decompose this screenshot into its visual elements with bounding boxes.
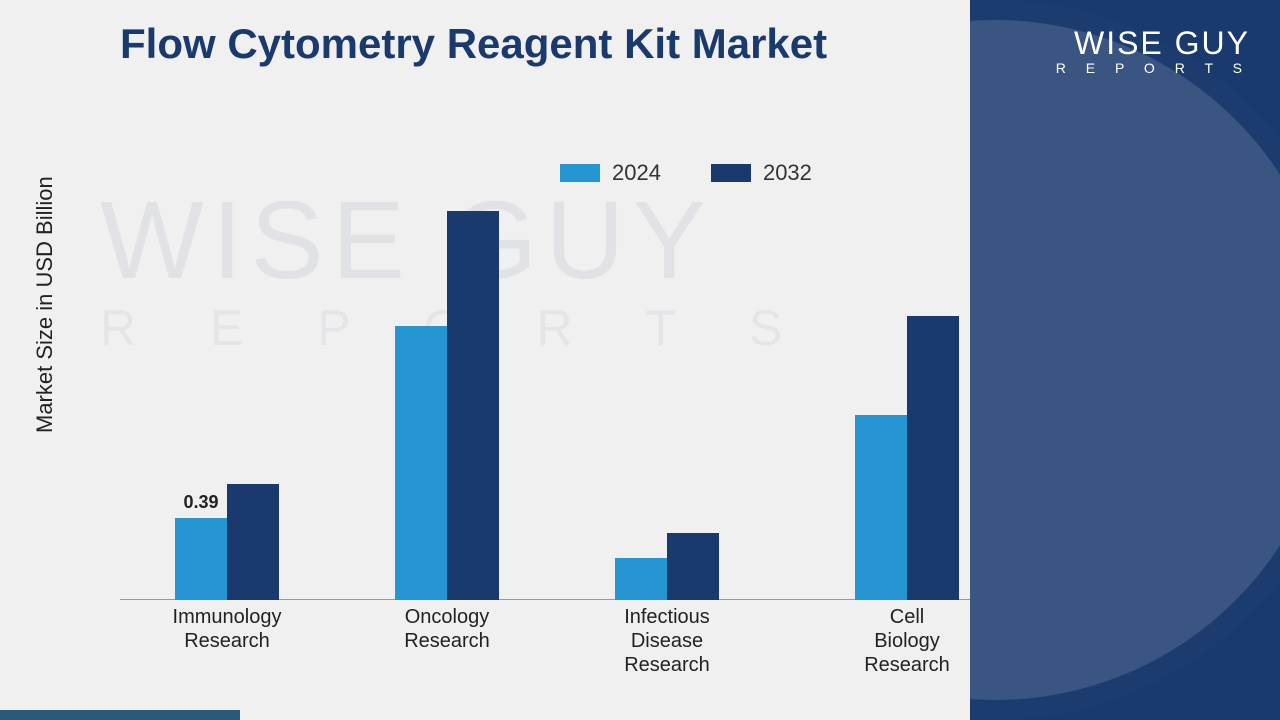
legend-item-2024: 2024 [560, 160, 661, 186]
bar-group [855, 316, 985, 600]
legend-swatch-2032 [711, 164, 751, 182]
bottom-accent-bar [0, 710, 240, 720]
bar [615, 558, 667, 600]
x-axis-label: ImmunologyResearch [147, 605, 307, 653]
bar [855, 415, 907, 600]
y-axis-label: Market Size in USD Billion [32, 176, 58, 433]
bar-group [395, 211, 525, 600]
chart-area: 0.39 [120, 200, 970, 600]
brand-logo: WISE GUY R E P O R T S [1056, 25, 1250, 76]
legend: 2024 2032 [560, 160, 812, 186]
bar [907, 316, 959, 600]
chart-title: Flow Cytometry Reagent Kit Market [120, 20, 827, 68]
logo-main-text: WISE GUY [1056, 25, 1250, 62]
legend-label-2024: 2024 [612, 160, 661, 186]
bar-group: 0.39 [175, 484, 305, 600]
logo-sub-text: R E P O R T S [1056, 60, 1250, 76]
bar-group [615, 533, 745, 600]
x-axis-label: CellBiologyResearch [827, 605, 987, 677]
x-axis-label: InfectiousDiseaseResearch [587, 605, 747, 677]
bar [395, 326, 447, 600]
legend-label-2032: 2032 [763, 160, 812, 186]
bar: 0.39 [175, 518, 227, 600]
bar-value-label: 0.39 [171, 492, 231, 513]
legend-swatch-2024 [560, 164, 600, 182]
x-axis-label: OncologyResearch [367, 605, 527, 653]
main-area: WISE GUY R E P O R T S Flow Cytometry Re… [0, 0, 1280, 720]
bar [667, 533, 719, 600]
legend-item-2032: 2032 [711, 160, 812, 186]
bar [227, 484, 279, 600]
bar [447, 211, 499, 600]
right-panel [970, 0, 1280, 720]
